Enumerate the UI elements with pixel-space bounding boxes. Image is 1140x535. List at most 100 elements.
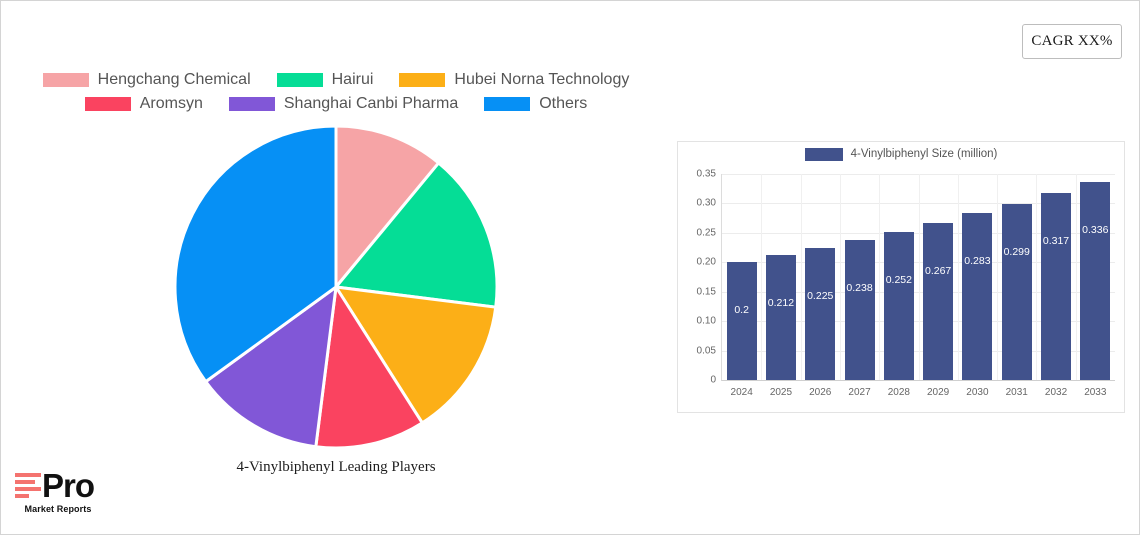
bar-value-label: 0.317 bbox=[1042, 235, 1070, 248]
pie-legend: Hengchang Chemical Hairui Hubei Norna Te… bbox=[6, 63, 666, 113]
pie-slice[interactable] bbox=[314, 282, 425, 449]
bar-plot-outer: 0 0.05 0.10 0.15 0.20 0.25 0.30 0.35 0.2 2024 0.2… bbox=[678, 166, 1124, 412]
legend-swatch-icon bbox=[484, 97, 531, 111]
vertical-gridline bbox=[761, 174, 763, 380]
x-axis-tick-label: 2032 bbox=[1044, 387, 1068, 398]
pie-slice[interactable] bbox=[334, 125, 441, 292]
legend-swatch-icon bbox=[276, 73, 323, 87]
bar[interactable]: 0.283 bbox=[962, 213, 993, 380]
pie-slice[interactable] bbox=[333, 285, 498, 426]
legend-item-hubei-norna-technology[interactable]: Hubei Norna Technology bbox=[399, 71, 629, 89]
legend-label: Hubei Norna Technology bbox=[454, 71, 630, 88]
legend-item-aromsyn[interactable]: Aromsyn bbox=[84, 95, 203, 113]
y-axis-tick-label: 0.10 bbox=[696, 315, 716, 327]
bar-column: 0.212 2025 bbox=[761, 174, 800, 398]
bar-series: 0.2 2024 0.212 2025 0.225 2026 0.238 2027 0.252 2… bbox=[722, 174, 1115, 398]
bar-value-label: 0.212 bbox=[767, 297, 795, 310]
pie-legend-row: Aromsyn Shanghai Canbi Pharma Others bbox=[6, 95, 666, 113]
y-axis-tick-label: 0.30 bbox=[696, 197, 716, 209]
x-axis-tick-label: 2031 bbox=[1005, 387, 1028, 398]
legend-item-hairui[interactable]: Hairui bbox=[276, 71, 374, 89]
bar-plot-area: 0 0.05 0.10 0.15 0.20 0.25 0.30 0.35 0.2 2024 0.2… bbox=[697, 169, 1115, 398]
vertical-gridline bbox=[957, 174, 959, 380]
legend-label: Shanghai Canbi Pharma bbox=[283, 95, 459, 112]
bar[interactable]: 0.267 bbox=[923, 222, 954, 380]
legend-label: Others bbox=[539, 95, 588, 112]
x-axis-tick-label: 2024 bbox=[730, 387, 753, 398]
pie-slice[interactable] bbox=[203, 283, 338, 449]
legend-item-others[interactable]: Others bbox=[484, 95, 587, 113]
x-axis-tick-label: 2030 bbox=[966, 387, 989, 398]
bar[interactable]: 0.225 bbox=[805, 247, 836, 380]
legend-label: Hengchang Chemical bbox=[97, 71, 251, 88]
cagr-badge-label: CAGR XX% bbox=[1031, 33, 1113, 49]
bar-chart-legend[interactable]: 4-Vinylbiphenyl Size (million) bbox=[678, 142, 1124, 166]
y-axis-tick-label: 0.15 bbox=[696, 286, 716, 298]
pie-chart-title: 4-Vinylbiphenyl Leading Players bbox=[236, 459, 436, 475]
bar[interactable]: 0.252 bbox=[883, 231, 914, 380]
bar-value-label: 0.252 bbox=[885, 273, 912, 286]
y-axis-tick-label: 0 bbox=[710, 374, 716, 386]
bar[interactable]: 0.336 bbox=[1080, 182, 1111, 380]
legend-item-hengchang-chemical[interactable]: Hengchang Chemical bbox=[42, 71, 251, 89]
legend-swatch-icon bbox=[399, 73, 446, 87]
vertical-gridline bbox=[800, 174, 802, 380]
legend-swatch-icon bbox=[804, 147, 843, 161]
pie-chart-panel: Hengchang Chemical Hairui Hubei Norna Te… bbox=[1, 63, 671, 493]
legend-swatch-icon bbox=[228, 97, 275, 111]
bar[interactable]: 0.2 bbox=[726, 262, 757, 380]
vertical-gridline bbox=[1036, 174, 1038, 380]
logo-bars-icon bbox=[15, 473, 41, 501]
bar-column: 0.238 2027 bbox=[840, 174, 879, 398]
x-axis-tick-label: 2028 bbox=[887, 387, 910, 398]
bar-column: 0.252 2028 bbox=[879, 174, 918, 398]
pro-market-reports-logo: Pro Market Reports bbox=[15, 467, 101, 519]
pie-legend-row: Hengchang Chemical Hairui Hubei Norna Te… bbox=[6, 71, 666, 89]
bar-chart-panel: 4-Vinylbiphenyl Size (million) 0 0.05 0.10… bbox=[677, 141, 1125, 413]
pie-slice[interactable] bbox=[333, 160, 498, 309]
x-axis-tick-label: 2026 bbox=[809, 387, 832, 398]
bar-value-label: 0.267 bbox=[924, 264, 952, 277]
vertical-gridline bbox=[997, 174, 999, 380]
y-axis-tick-label: 0.20 bbox=[696, 256, 716, 268]
bar-column: 0.317 2032 bbox=[1036, 174, 1075, 398]
y-axis-tick-label: 0.25 bbox=[696, 227, 716, 239]
x-axis-tick-label: 2025 bbox=[769, 387, 793, 398]
legend-swatch-icon bbox=[84, 97, 131, 111]
bar-value-label: 0.299 bbox=[1003, 246, 1030, 259]
bar-column: 0.2 2024 bbox=[722, 174, 761, 398]
x-axis-tick-label: 2027 bbox=[848, 387, 871, 398]
y-axis-tick-label: 0.35 bbox=[696, 168, 716, 180]
bar-column: 0.283 2030 bbox=[958, 174, 997, 398]
bar[interactable]: 0.299 bbox=[1001, 204, 1032, 380]
vertical-gridline bbox=[879, 174, 881, 380]
bar-value-label: 0.2 bbox=[734, 304, 749, 317]
bar[interactable]: 0.238 bbox=[844, 239, 875, 380]
bar-column: 0.336 2033 bbox=[1076, 174, 1115, 398]
pie-slice[interactable] bbox=[174, 125, 338, 384]
vertical-gridline bbox=[839, 174, 841, 380]
legend-item-shanghai-canbi-pharma[interactable]: Shanghai Canbi Pharma bbox=[228, 95, 459, 113]
pie-chart-svg bbox=[174, 125, 498, 449]
legend-swatch-icon bbox=[42, 73, 89, 87]
bar-value-label: 0.336 bbox=[1082, 224, 1109, 237]
bar-value-label: 0.283 bbox=[964, 255, 991, 268]
bar[interactable]: 0.212 bbox=[765, 255, 796, 380]
logo-tagline: Market Reports bbox=[24, 504, 92, 514]
bar-value-label: 0.225 bbox=[807, 289, 834, 302]
bar-legend-label: 4-Vinylbiphenyl Size (million) bbox=[850, 148, 998, 160]
logo-wordmark: Pro bbox=[42, 467, 95, 504]
bar-column: 0.299 2031 bbox=[997, 174, 1036, 398]
bar[interactable]: 0.317 bbox=[1041, 193, 1072, 380]
legend-label: Hairui bbox=[331, 71, 374, 88]
x-axis-tick-label: 2029 bbox=[927, 387, 950, 398]
cagr-badge: CAGR XX% bbox=[1022, 24, 1122, 59]
bar-value-label: 0.238 bbox=[846, 281, 873, 294]
pie-chart bbox=[174, 125, 498, 449]
bar-column: 0.267 2029 bbox=[918, 174, 957, 398]
bar-column: 0.225 2026 bbox=[801, 174, 840, 398]
logo-mark: Pro bbox=[15, 467, 101, 504]
y-axis-tick-label: 0.05 bbox=[696, 345, 716, 357]
legend-label: Aromsyn bbox=[139, 95, 203, 112]
